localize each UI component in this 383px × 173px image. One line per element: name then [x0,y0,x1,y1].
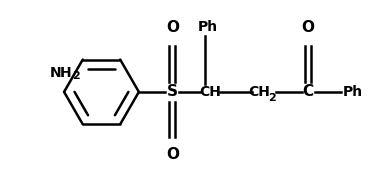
Text: C: C [303,84,314,99]
Text: CH: CH [248,85,270,99]
Text: Ph: Ph [342,85,362,99]
Text: O: O [166,20,179,35]
Text: CH: CH [199,85,221,99]
Text: H: H [59,66,71,80]
Text: S: S [167,84,178,99]
Text: O: O [166,147,179,162]
Text: O: O [301,20,314,35]
Text: Ph: Ph [198,20,218,34]
Text: 2: 2 [72,71,80,81]
Text: N: N [49,66,61,80]
Text: 2: 2 [268,93,275,103]
